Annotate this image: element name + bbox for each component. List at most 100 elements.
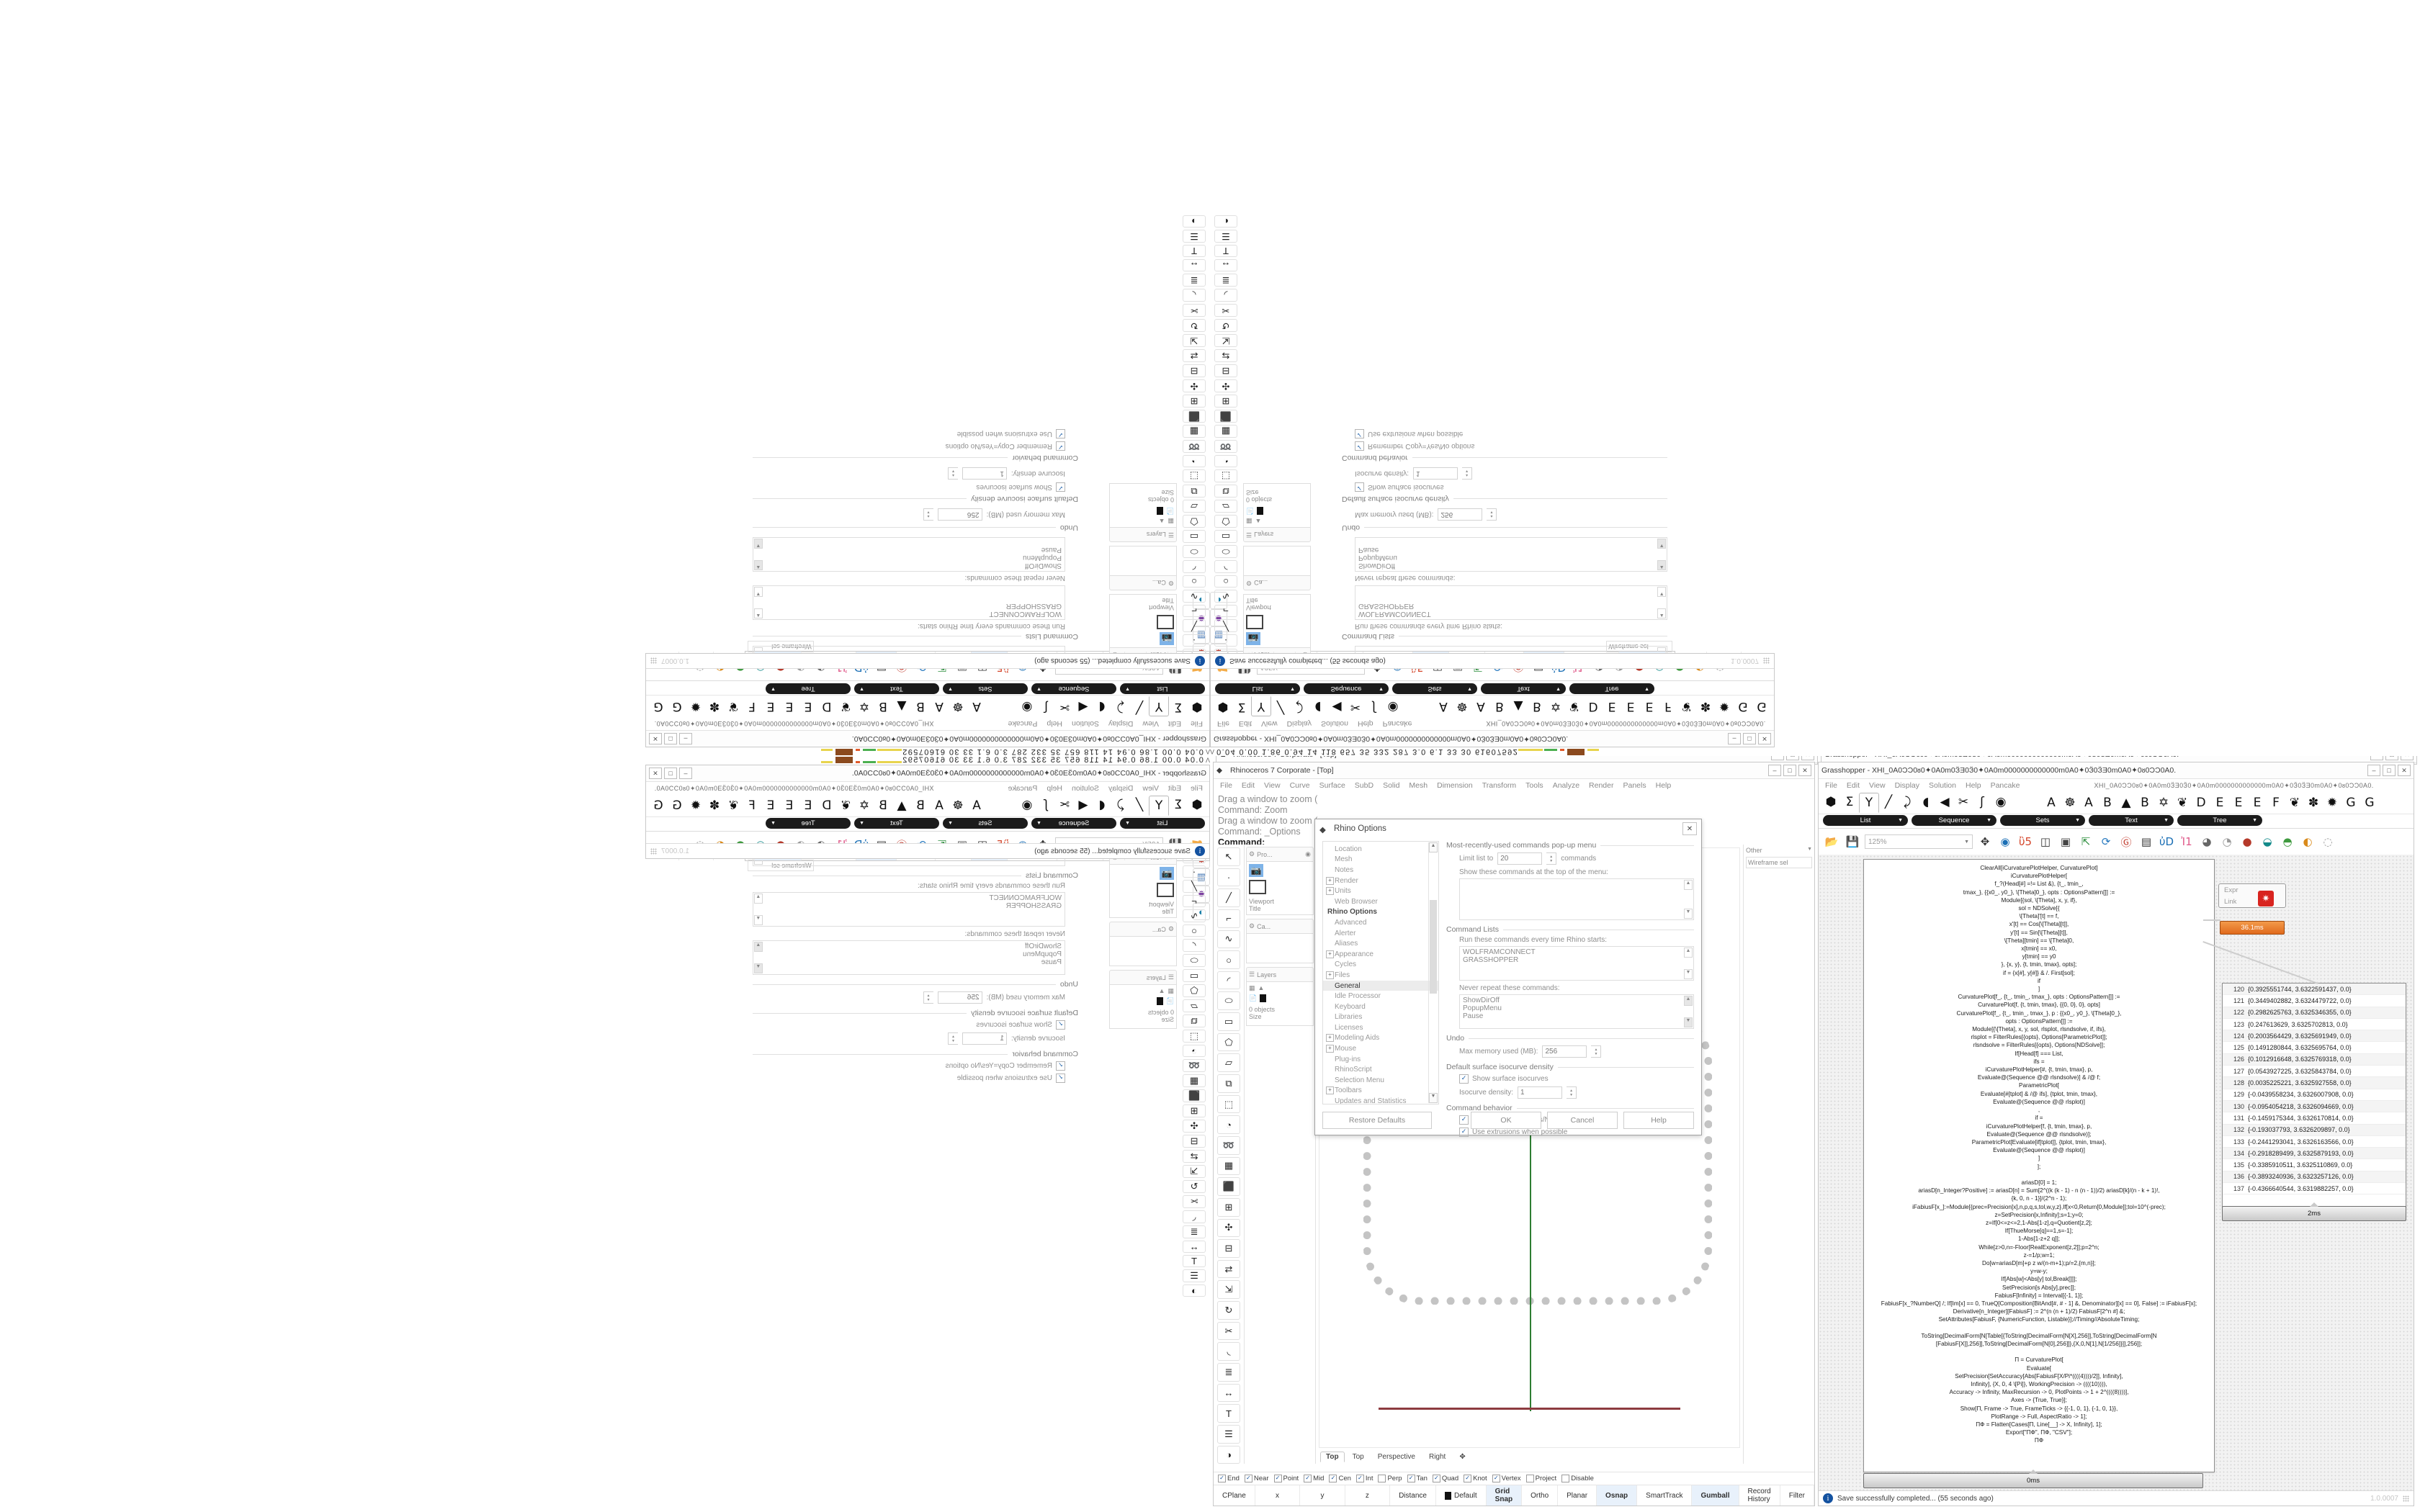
bake-icon[interactable]: ◫ — [2040, 835, 2051, 848]
text-icon[interactable]: T — [1183, 1255, 1206, 1267]
viewport-tab-2[interactable]: Perspective — [1377, 1453, 1415, 1461]
checkbox-icon[interactable] — [1525, 1474, 1534, 1482]
mru-listbox-scrollbar[interactable]: ▲ ▼ — [1684, 880, 1693, 919]
gh-cat-13-beetle-icon[interactable]: ❦ — [2289, 796, 2300, 810]
chevron-down-icon[interactable]: ▼ — [1644, 686, 1649, 691]
panel-body-layers[interactable]: ▦ ▲ 📄 0 objects Size — [1246, 981, 1314, 1026]
data-viewer-panel[interactable]: 120 {0.3925551744, 3.6322591437, 0.0} 121 {… — [2222, 983, 2406, 1207]
grasshopper-toolbar[interactable]: 📂 💾 125% ▼ ✥ ◉ ὒ5 ◫ ▣ ⇱ ⟳ Ⓖ ▤ ὐD Ἰ1 ◕ ◔ ● ◒ ◓ ◐ ◌ — [1819, 829, 2414, 855]
expand-icon[interactable]: + — [1326, 876, 1334, 885]
grasshopper-canvas[interactable]: ClearAll[iCurvaturePlotHelper, Curvature… — [1819, 855, 2414, 1506]
scissors-icon[interactable]: ✂ — [1350, 700, 1361, 714]
rhino-menu-edit[interactable]: Edit — [1241, 781, 1255, 790]
gh-menu-pancake[interactable]: Pancake — [1008, 719, 1038, 728]
transform-icon[interactable]: ✣ — [1217, 1218, 1240, 1238]
offset-icon[interactable]: ≣ — [1214, 274, 1237, 287]
gh-cat-11-E[interactable]: E — [766, 699, 775, 714]
options-tree-item-idle-processor[interactable]: Idle Processor — [1323, 991, 1438, 1002]
gh-cat-0-A[interactable]: A — [972, 798, 981, 813]
point-icon[interactable]: · — [1217, 868, 1240, 887]
osnap-cen[interactable]: ✓Cen — [1329, 1474, 1351, 1482]
gh-cat-10-E[interactable]: E — [2234, 796, 2243, 810]
panel-body-camera[interactable] — [1109, 546, 1177, 576]
options-tree-item-modeling-aids[interactable]: + Modeling Aids — [1323, 1033, 1438, 1044]
transform-icon[interactable]: ✣ — [1183, 1120, 1206, 1133]
options-tree-item-web-browser[interactable]: Web Browser — [1323, 896, 1438, 907]
isocurve-density-stepper[interactable]: ▲ ▼ — [947, 1032, 958, 1045]
checkbox-icon[interactable]: ✓ — [1056, 1020, 1065, 1030]
extrude-icon[interactable]: ⧉ — [1183, 1014, 1206, 1027]
checkbox-icon[interactable] — [1378, 1474, 1386, 1482]
checkbox-icon[interactable]: ✓ — [1492, 1474, 1500, 1482]
panel-body-camera[interactable] — [1246, 933, 1314, 963]
preview-eye-icon[interactable]: ◉ — [2000, 835, 2010, 848]
layer-color-swatch[interactable] — [1257, 507, 1264, 515]
grasshopper-titlebar[interactable]: Grasshopper - XHI_0A0ƆƆ0ᴕ0✦0A0m0ӞƎ0Ӟ0✦0A… — [1819, 762, 2414, 779]
gh-tab-sequence[interactable]: Sequence ▼ — [1031, 683, 1116, 694]
never-repeat-item[interactable]: PopupMenu — [1463, 1004, 1502, 1012]
maximize-button[interactable]: □ — [1743, 733, 1756, 744]
brush-icon[interactable]: ╱ — [1135, 700, 1144, 714]
cone-icon[interactable]: ◀ — [1078, 700, 1088, 714]
surface-icon[interactable]: ▱ — [1183, 999, 1206, 1012]
options-tree-item-location[interactable]: Location — [1323, 844, 1438, 855]
offset-icon[interactable]: ≣ — [1217, 1363, 1240, 1382]
wolfram-performance-bar[interactable]: Λ 0.04 0.00 1.86 0.94 14 118 657 35 332 … — [1210, 747, 2420, 756]
boolean-icon[interactable]: ⊞ — [1183, 1104, 1206, 1117]
scissors-icon[interactable]: ✂ — [1958, 795, 1969, 809]
gh-cat-3-B[interactable]: B — [1495, 699, 1504, 714]
render-icon[interactable]: ◑ — [1217, 1445, 1240, 1464]
rhino-menu-subd[interactable]: SubD — [1354, 781, 1374, 790]
gh-tab-text[interactable]: Text ▼ — [854, 818, 939, 829]
gh-cat-4-terrain-icon[interactable]: ▲ — [2121, 796, 2131, 810]
undo-memory-stepper[interactable]: ▲ ▼ — [923, 991, 933, 1004]
boolean-icon[interactable]: ⊞ — [1214, 395, 1237, 408]
fillet-icon[interactable]: ◟ — [1214, 289, 1237, 302]
panel-tab-layers[interactable]: ☰ Layers — [1246, 967, 1314, 981]
ypsilon-icon[interactable]: Υ — [1251, 696, 1271, 716]
polyline-icon[interactable]: ⌐ — [1214, 605, 1237, 617]
rhino-menu-dimension[interactable]: Dimension — [1437, 781, 1473, 790]
dimension-icon[interactable]: ↔ — [1217, 1383, 1240, 1403]
gh-cat-7-bird-icon[interactable]: ❦ — [1569, 699, 1580, 714]
restore-defaults-button[interactable]: Restore Defaults — [1322, 1112, 1432, 1129]
gh-cat-13-beetle-icon[interactable]: ❦ — [1681, 699, 1693, 714]
options-tree-item-notes[interactable]: Notes — [1323, 865, 1438, 876]
gh-cat-7-bird-icon[interactable]: ❦ — [840, 798, 851, 813]
green-icon[interactable]: ◓ — [2282, 835, 2293, 848]
checkbox-icon[interactable]: ✓ — [1218, 1474, 1226, 1482]
grasshopper-menubar[interactable]: File Edit View Display Solution Help Pancake X… — [1819, 779, 2414, 792]
isocurve-density-input[interactable]: 1 — [962, 1032, 1007, 1045]
never-repeat-item[interactable]: PopupMenu — [1358, 554, 1397, 562]
options-tree-item-rhino-options[interactable]: Rhino Options — [1323, 907, 1438, 918]
params-icon[interactable]: ⬢ — [1217, 700, 1229, 714]
link-input-label[interactable]: Link — [2224, 897, 2237, 906]
loft-icon[interactable]: ⬚ — [1183, 469, 1206, 482]
data-row[interactable]: 133 {-0.2441293041, 3.6326163566, 0.0} — [2223, 1136, 2406, 1148]
data-row[interactable]: 129 {-0.0439558234, 3.6326007908, 0.0} — [2223, 1089, 2406, 1101]
expand-icon[interactable]: + — [1326, 1045, 1334, 1053]
extrude-icon[interactable]: ⧉ — [1183, 485, 1206, 498]
rhino-titlebar[interactable]: ◆ Rhinoceros 7 Corporate - [Top] – □ ✕ — [1214, 762, 1814, 779]
data-row[interactable]: 127 {0.0543927225, 3.6325843784, 0.0} — [2223, 1066, 2406, 1078]
scissors-icon[interactable]: ✂ — [1059, 798, 1070, 812]
gh-cat-6-wolfram-icon[interactable]: ✡ — [1550, 699, 1561, 714]
scale-icon[interactable]: ⇲ — [1217, 1280, 1240, 1300]
never-listbox-scrollbar[interactable]: ▲ ▼ — [1657, 539, 1667, 570]
gh-menu-display[interactable]: Display — [1894, 781, 1920, 790]
grasshopper-menubar[interactable]: File Edit View Display Solution Help Pancake X… — [646, 717, 1209, 730]
close-icon[interactable]: ✕ — [1801, 756, 1814, 760]
startup-command-item[interactable]: WOLFRAMCONNECT — [1463, 948, 1536, 956]
gh-menu-view[interactable]: View — [1869, 781, 1886, 790]
options-tree-item-keyboard[interactable]: Keyboard — [1323, 1002, 1438, 1012]
checkbox-icon[interactable]: ✓ — [1056, 482, 1065, 492]
frame-icon[interactable] — [1157, 615, 1174, 629]
params-icon[interactable]: ⬢ — [1825, 795, 1837, 809]
startup-commands-listbox[interactable]: WOLFRAMCONNECT GRASSHOPPER ▲ ▼ — [752, 585, 1065, 620]
expand-icon[interactable]: + — [1326, 971, 1334, 979]
close-button[interactable]: ✕ — [2398, 765, 2411, 776]
gh-tab-sets[interactable]: Sets ▼ — [943, 683, 1028, 694]
osnap-quad[interactable]: ✓Quad — [1432, 1474, 1458, 1482]
array-icon[interactable]: ⊟ — [1183, 364, 1206, 377]
never-repeat-item[interactable]: PopupMenu — [1023, 950, 1062, 958]
